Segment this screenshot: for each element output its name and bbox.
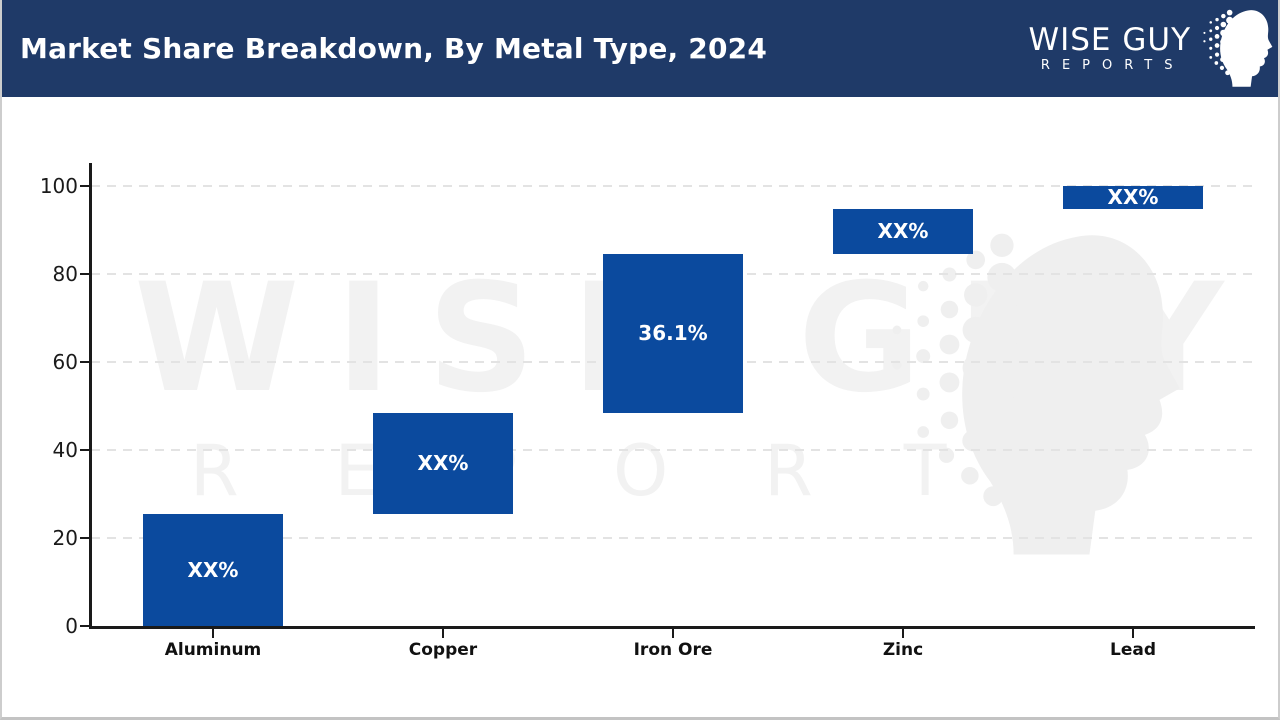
x-category-label: Lead (1109, 640, 1156, 660)
x-category-label: Zinc (882, 640, 924, 660)
y-axis-tick-100 (80, 185, 89, 187)
x-axis-tick-1 (442, 628, 444, 638)
y-axis-tick-80 (80, 273, 89, 275)
brand-name: WISE GUY (1028, 21, 1191, 58)
y-axis-tick-40 (80, 449, 89, 451)
gridline-20 (91, 537, 1255, 539)
bar-value-label: XX% (1107, 185, 1159, 210)
x-axis-tick-3 (902, 628, 904, 638)
bar-iron-ore: 36.1% (603, 253, 743, 413)
y-axis-tick-0 (80, 625, 89, 627)
bar-value-label: 36.1% (638, 321, 708, 346)
bar-lead: XX% (1063, 186, 1203, 209)
y-axis-tick-label: 60 (52, 350, 78, 374)
x-category-label: Iron Ore (633, 640, 713, 660)
bar-value-label: XX% (187, 557, 239, 582)
brand-face-icon (1193, 7, 1274, 91)
y-axis-tick-60 (80, 361, 89, 363)
x-axis-tick-4 (1132, 628, 1134, 638)
bar-zinc: XX% (833, 208, 973, 254)
bar-value-label: XX% (877, 219, 929, 244)
bar-aluminum: XX% (143, 513, 283, 626)
bar-value-label: XX% (417, 451, 469, 476)
y-axis-tick-label: 40 (52, 438, 78, 462)
brand-logo: WISE GUY REPORTS (1028, 7, 1274, 91)
x-category-label: Copper (408, 640, 478, 660)
y-axis-tick-20 (80, 537, 89, 539)
gridline-100 (91, 185, 1255, 187)
header-bar: Market Share Breakdown, By Metal Type, 2… (2, 0, 1278, 97)
y-axis-tick-label: 80 (52, 262, 78, 286)
page-title: Market Share Breakdown, By Metal Type, 2… (20, 32, 768, 65)
y-axis-line (89, 163, 92, 628)
y-axis-tick-label: 20 (52, 526, 78, 550)
x-category-label: Aluminum (164, 640, 262, 660)
brand-subtitle: REPORTS (1040, 58, 1185, 74)
bar-copper: XX% (373, 412, 513, 514)
y-axis-tick-label: 100 (39, 174, 78, 198)
y-axis-tick-label: 0 (65, 614, 78, 638)
brand-logo-text: WISE GUY REPORTS (1028, 24, 1191, 74)
gridline-40 (91, 449, 1255, 451)
x-axis-line (89, 626, 1255, 629)
x-axis-tick-0 (212, 628, 214, 638)
x-axis-tick-2 (672, 628, 674, 638)
